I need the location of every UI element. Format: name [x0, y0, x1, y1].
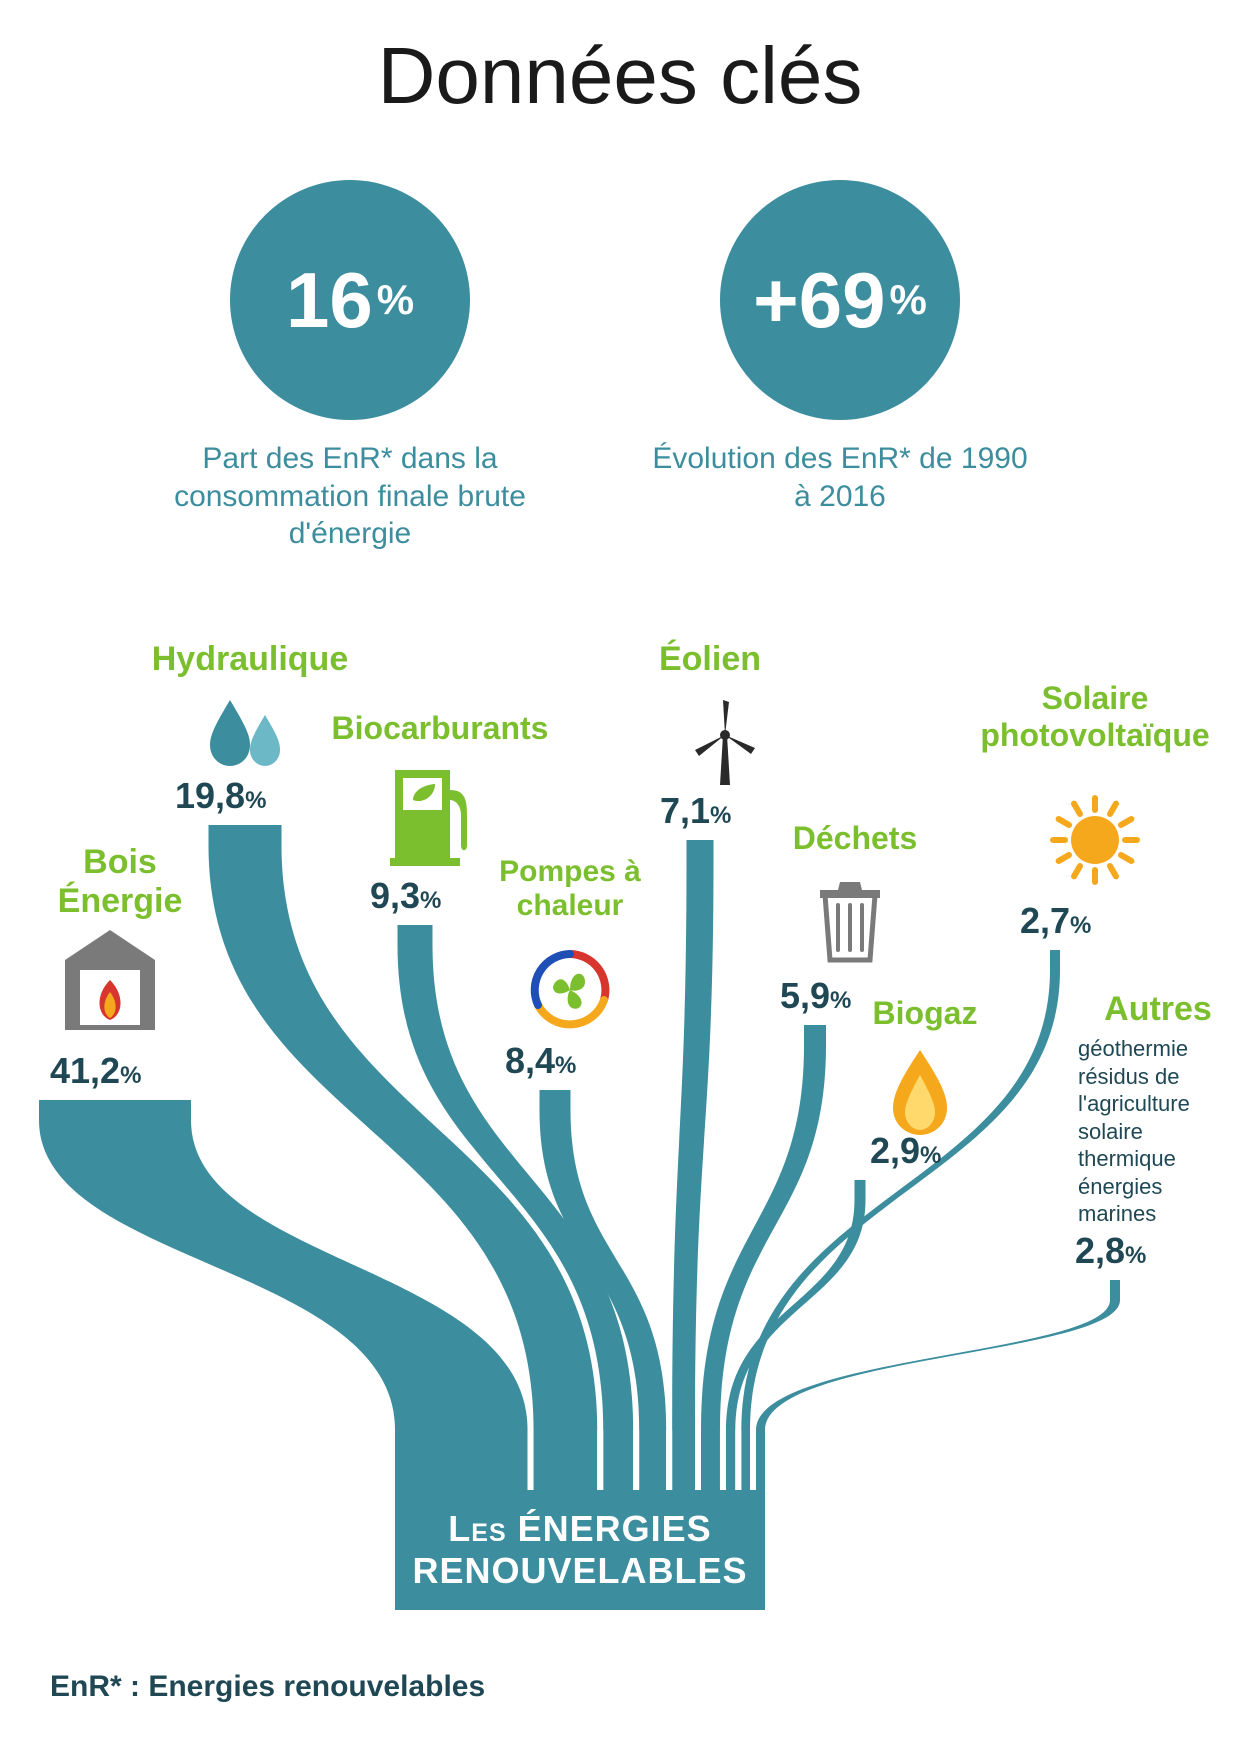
- eolien-icon: [695, 700, 755, 785]
- branch-pct-biogaz: 2,9%: [870, 1130, 941, 1172]
- branch-label-bois: Bois Énergie: [30, 843, 210, 921]
- branch-sublines-autres: géothermierésidus de l'agriculturesolair…: [1078, 1035, 1228, 1228]
- stat-right-value: +69: [753, 255, 885, 346]
- branch-label-autres: Autres: [1078, 990, 1238, 1029]
- branch-label-pompes: Pompes à chaleur: [470, 855, 670, 923]
- stat-left-circle: 16 %: [230, 180, 470, 420]
- bois-icon: [65, 930, 155, 1030]
- solaire-icon: [1053, 798, 1137, 882]
- footer-line2: RENOUVELABLES: [412, 1550, 747, 1592]
- page-title: Données clés: [0, 30, 1240, 122]
- stat-right-circle: +69 %: [720, 180, 960, 420]
- stat-left-value: 16: [286, 255, 373, 346]
- biocarburants-icon: [390, 770, 467, 866]
- branch-pct-autres: 2,8%: [1075, 1230, 1146, 1272]
- branch-pct-dechets: 5,9%: [780, 975, 851, 1017]
- biogaz-icon: [893, 1050, 947, 1135]
- stat-left-caption: Part des EnR* dans la consommation final…: [130, 440, 570, 553]
- branch-label-solaire: Solaire photovoltaïque: [965, 680, 1225, 754]
- dechets-icon: [820, 882, 880, 960]
- branch-label-hydraulique: Hydraulique: [130, 640, 370, 679]
- footnote: EnR* : Energies renouvelables: [50, 1670, 485, 1704]
- branch-label-biogaz: Biogaz: [850, 995, 1000, 1032]
- branch-pct-pompes: 8,4%: [505, 1040, 576, 1082]
- hydraulique-icon: [210, 700, 280, 766]
- branch-label-biocarburants: Biocarburants: [320, 710, 560, 747]
- branch-label-dechets: Déchets: [775, 820, 935, 857]
- branch-pct-eolien: 7,1%: [660, 790, 731, 832]
- footer-box: Les ÉNERGIES RENOUVELABLES: [395, 1490, 765, 1610]
- pompes-icon: [534, 954, 606, 1026]
- branch-pct-bois: 41,2%: [50, 1050, 141, 1092]
- stat-right-caption: Évolution des EnR* de 1990 à 2016: [640, 440, 1040, 515]
- stat-left-pct: %: [377, 276, 414, 324]
- branch-pct-solaire: 2,7%: [1020, 900, 1091, 942]
- branch-pct-biocarburants: 9,3%: [370, 875, 441, 917]
- branch-label-eolien: Éolien: [640, 640, 780, 679]
- footer-line1: Les ÉNERGIES: [448, 1508, 711, 1550]
- branch-pct-hydraulique: 19,8%: [175, 775, 266, 817]
- stat-right-pct: %: [889, 276, 926, 324]
